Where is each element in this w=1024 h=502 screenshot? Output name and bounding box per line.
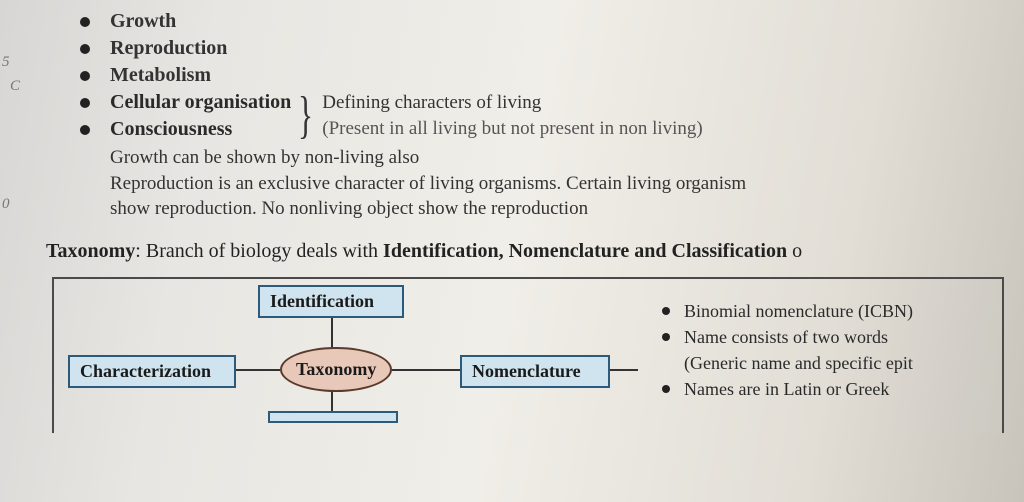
taxonomy-line: Taxonomy: Branch of biology deals with I… xyxy=(46,240,1004,263)
taxonomy-rest: : Branch of biology deals with xyxy=(135,240,383,262)
flow-edge xyxy=(392,369,460,371)
brace-note-line2: (Present in all living but not present i… xyxy=(322,116,702,142)
curly-brace-icon: } xyxy=(298,93,313,140)
flow-node-nomenclature: Nomenclature xyxy=(460,355,610,388)
brace-note: Defining characters of living (Present i… xyxy=(322,90,702,141)
right-list-item: Name consists of two words xyxy=(662,324,913,350)
flow-node-identification: Identification xyxy=(258,285,404,318)
flow-edge xyxy=(331,315,333,349)
para-repro-2: show reproduction. No nonliving object s… xyxy=(110,196,1004,222)
taxonomy-tail: o xyxy=(787,240,802,262)
flow-node-taxonomy: Taxonomy xyxy=(280,347,392,392)
bullet-growth: Growth xyxy=(80,8,1004,35)
bullet-cellular: Cellular organisation xyxy=(80,89,291,116)
brace-group: Cellular organisation Consciousness } De… xyxy=(80,89,1004,143)
right-list-item: Names are in Latin or Greek xyxy=(662,376,913,402)
bullet-consciousness: Consciousness xyxy=(80,116,291,143)
diagram-container: Identification Characterization Taxonomy No… xyxy=(52,277,1004,433)
flow-node-bottom xyxy=(268,411,398,423)
right-bullet-list: Binomial nomenclature (ICBN)Name consist… xyxy=(662,298,913,402)
para-growth: Growth can be shown by non-living also xyxy=(110,145,1004,171)
flow-edge xyxy=(331,389,333,413)
taxonomy-flowchart: Identification Characterization Taxonomy No… xyxy=(68,285,628,415)
bullet-reproduction: Reproduction xyxy=(80,35,1004,62)
flow-edge xyxy=(236,369,280,371)
para-repro-1: Reproduction is an exclusive character o… xyxy=(110,171,1004,197)
taxonomy-bold: Identification, Nomenclature and Classif… xyxy=(383,240,787,262)
flow-node-characterization: Characterization xyxy=(68,355,236,388)
top-bullet-list: Growth Reproduction Metabolism xyxy=(80,8,1004,89)
brace-left-list: Cellular organisation Consciousness xyxy=(80,89,291,143)
margin-mark-5: 5 xyxy=(2,54,10,71)
brace-note-line1: Defining characters of living xyxy=(322,90,702,116)
bullet-metabolism: Metabolism xyxy=(80,62,1004,89)
right-list-item: (Generic name and specific epit xyxy=(662,350,913,376)
page: 5 C 0 Growth Reproduction Metabolism Cel… xyxy=(0,0,1024,433)
taxonomy-lead: Taxonomy xyxy=(46,240,135,262)
margin-mark-0: 0 xyxy=(2,196,10,213)
margin-mark-c: C xyxy=(10,78,20,95)
right-list-item: Binomial nomenclature (ICBN) xyxy=(662,298,913,324)
flow-edge xyxy=(610,369,638,371)
